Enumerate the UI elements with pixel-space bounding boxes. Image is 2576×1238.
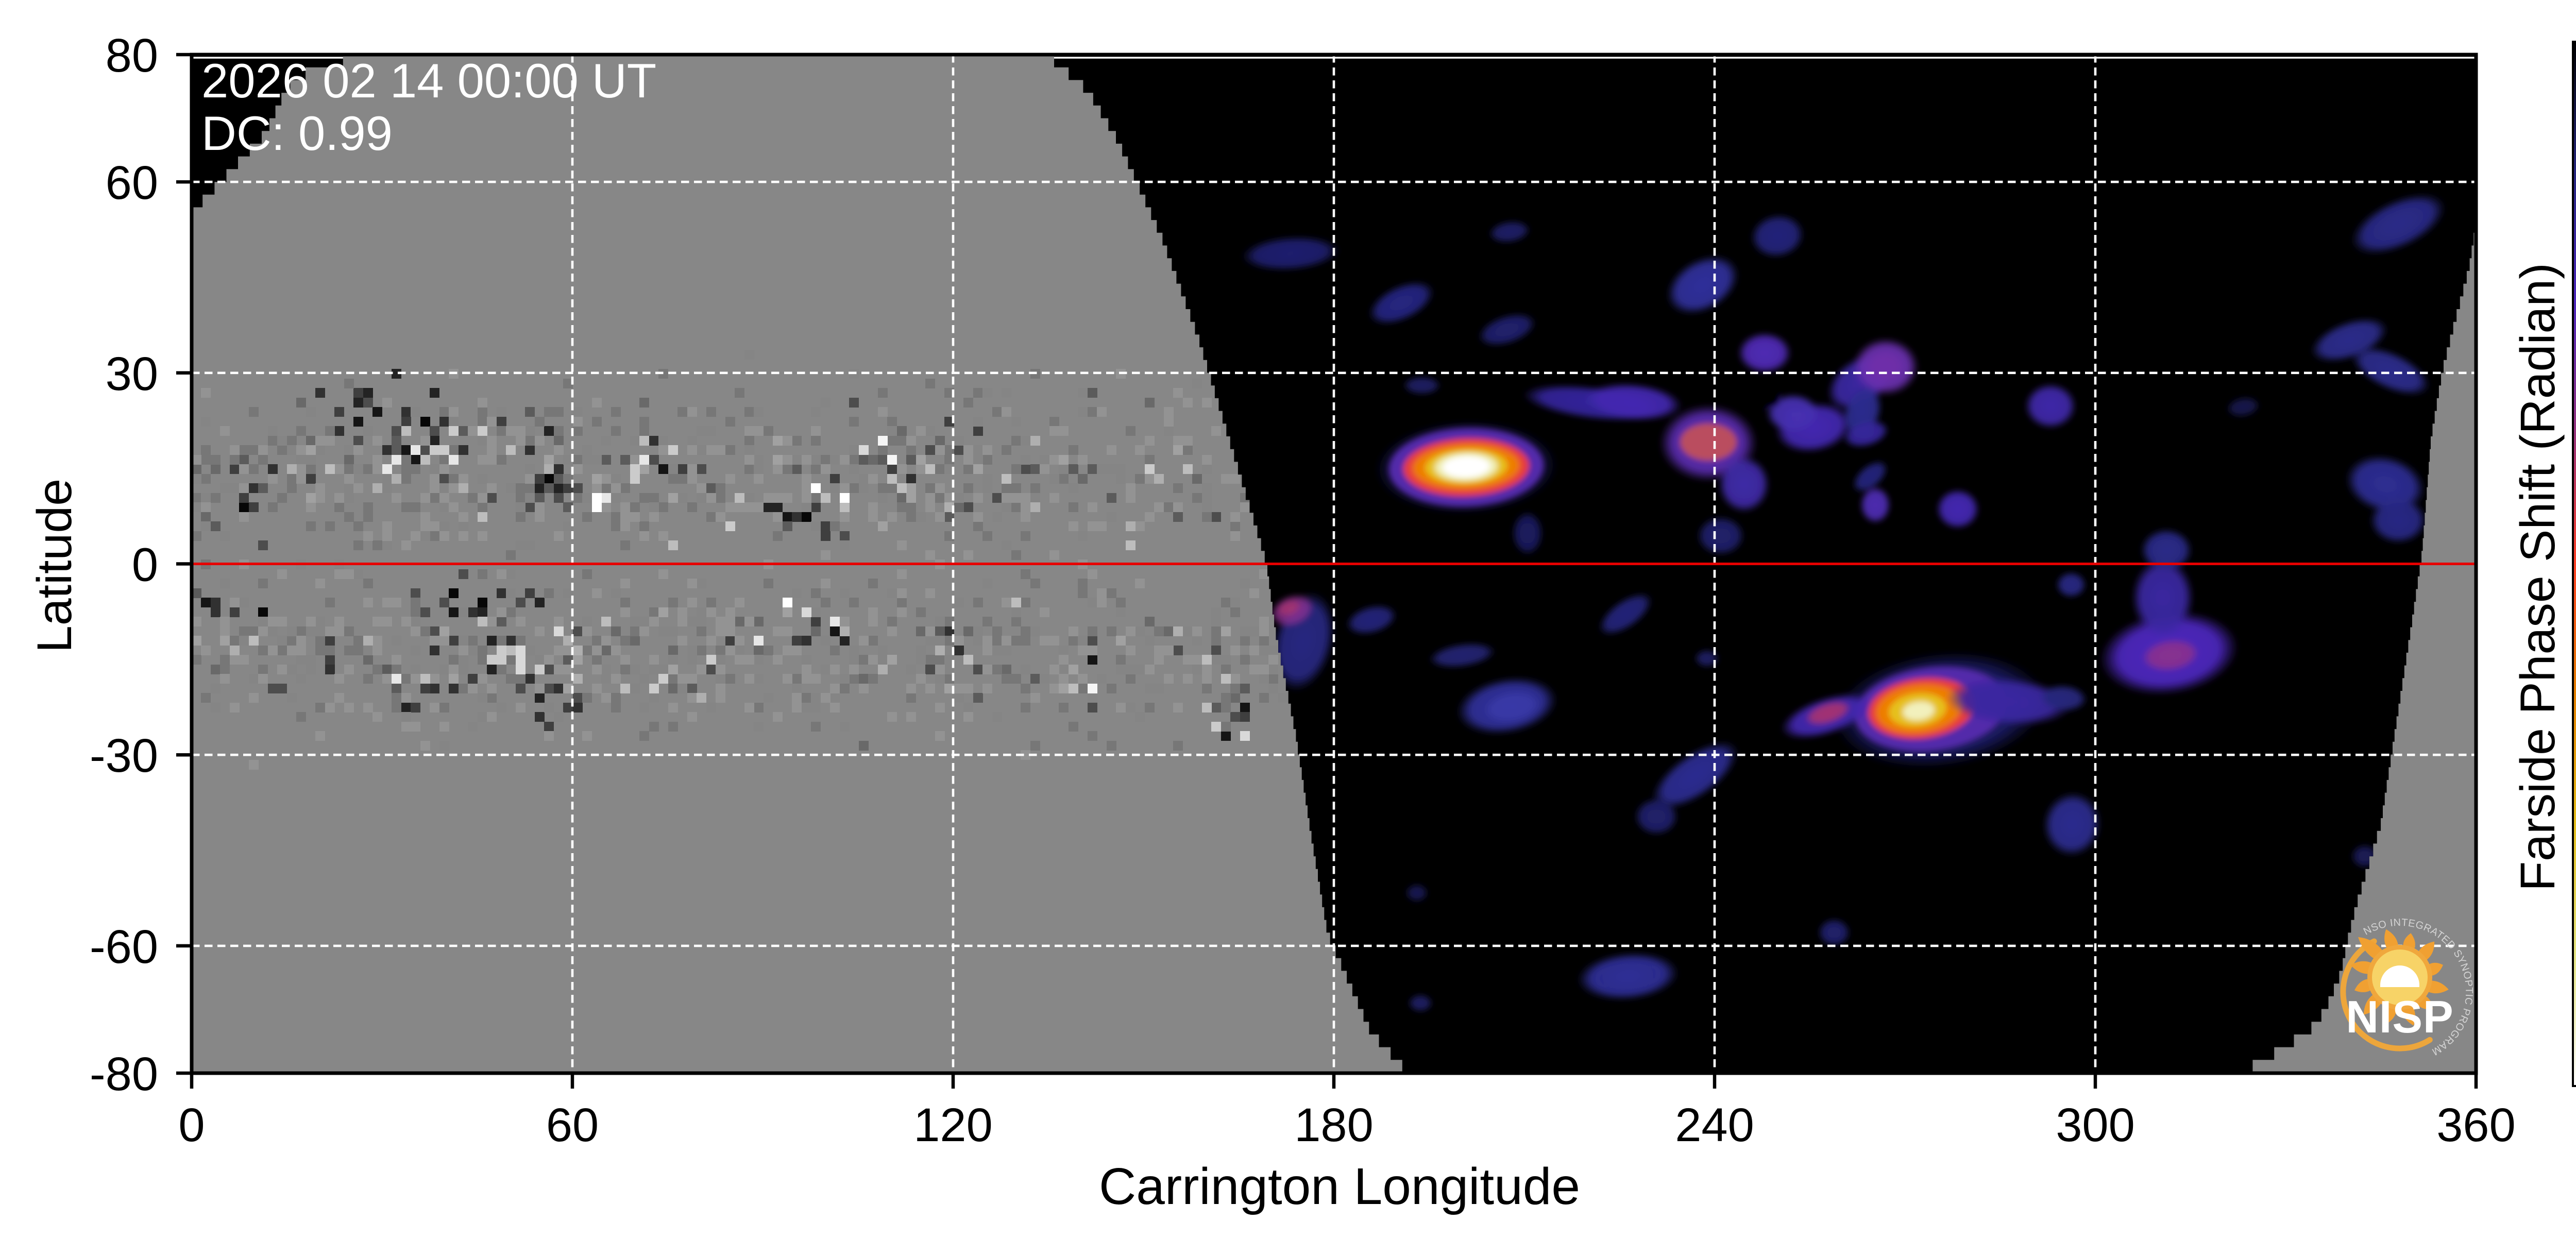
svg-text:-80: -80 (90, 1048, 158, 1100)
svg-text:30: 30 (106, 348, 158, 400)
svg-text:Carrington Longitude: Carrington Longitude (1099, 1158, 1580, 1215)
svg-text:300: 300 (2056, 1099, 2135, 1151)
svg-text:DC: 0.99: DC: 0.99 (201, 106, 393, 160)
svg-text:0: 0 (132, 539, 158, 591)
svg-text:2026 02 14 00:00 UT: 2026 02 14 00:00 UT (201, 54, 656, 108)
svg-text:-60: -60 (90, 921, 158, 973)
svg-text:360: 360 (2436, 1099, 2516, 1151)
svg-text:60: 60 (106, 157, 158, 209)
svg-text:NISP: NISP (2346, 991, 2453, 1042)
svg-text:120: 120 (913, 1099, 993, 1151)
svg-text:-30: -30 (90, 730, 158, 782)
svg-text:60: 60 (546, 1099, 599, 1151)
svg-text:180: 180 (1294, 1099, 1374, 1151)
svg-text:80: 80 (106, 29, 158, 82)
svg-text:0: 0 (178, 1099, 205, 1151)
svg-text:Latitude: Latitude (27, 479, 82, 653)
svg-text:240: 240 (1675, 1099, 1754, 1151)
svg-text:Farside Phase Shift (Radian): Farside Phase Shift (Radian) (2511, 263, 2565, 891)
